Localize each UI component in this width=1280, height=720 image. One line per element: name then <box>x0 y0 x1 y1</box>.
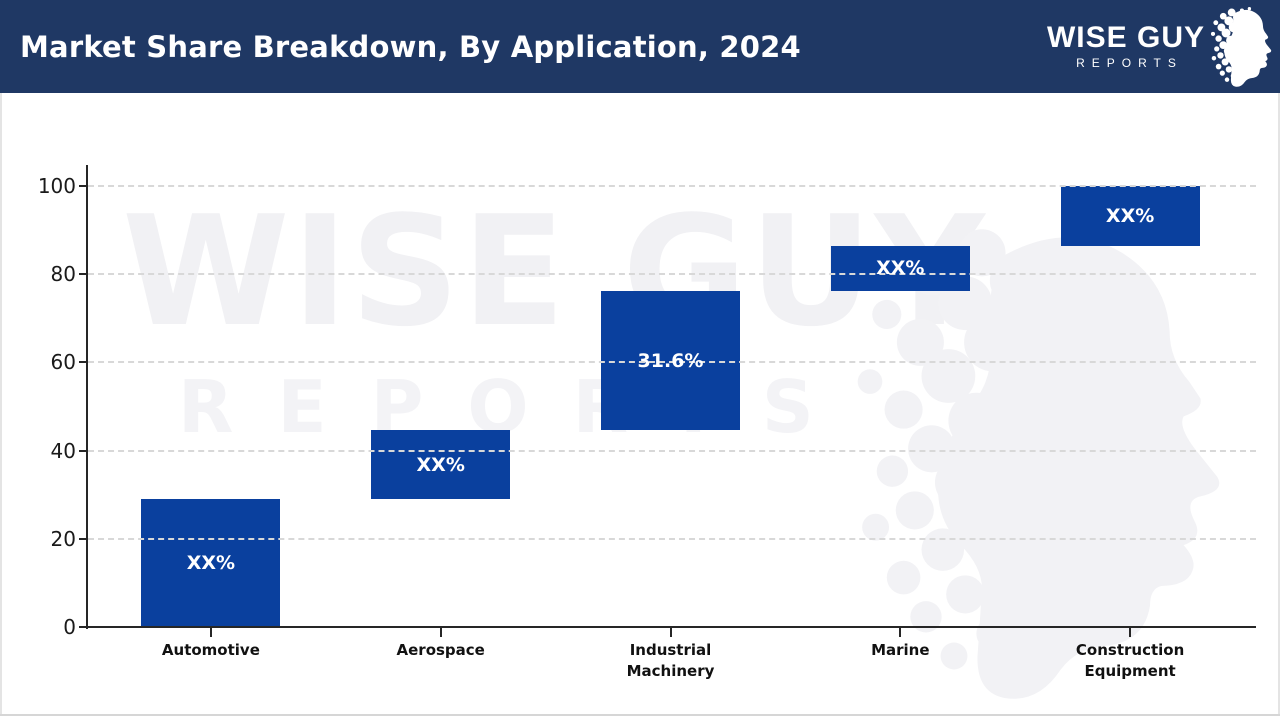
bar-construction-equipment <box>1060 186 1200 246</box>
logo-text: WISE GUY REPORTS <box>1046 21 1205 71</box>
y-axis-tick-label: 0 <box>63 615 76 639</box>
wise-guy-reports-logo: WISE GUY REPORTS <box>1047 5 1280 89</box>
x-category-label-aerospace: Aerospace <box>396 641 485 659</box>
gridline <box>88 449 1256 452</box>
page-title: Market Share Breakdown, By Application, … <box>20 29 801 64</box>
bar-industrial-machinery <box>601 290 740 431</box>
x-category-label-automotive: Automotive <box>161 641 260 659</box>
bar-value-label-industrial-machinery: 31.6% <box>637 349 704 372</box>
x-tick-mark <box>899 628 902 637</box>
y-tick-mark <box>79 361 88 364</box>
dotted-head-icon <box>1210 6 1272 87</box>
y-axis-tick-label: 40 <box>50 438 76 463</box>
bar-marine <box>830 245 970 291</box>
bar-value-label-construction-equipment: XX% <box>1105 204 1155 227</box>
y-axis-tick-label: 100 <box>37 174 76 198</box>
y-tick-mark <box>79 626 88 628</box>
gridline <box>88 537 1256 540</box>
x-tick-mark <box>439 628 442 637</box>
gridline <box>88 361 1256 364</box>
bar-value-label-aerospace: XX% <box>416 453 465 476</box>
x-tick-mark <box>209 628 212 637</box>
x-tick-mark <box>1129 628 1132 637</box>
watermark-brand-subtitle: REPORTS <box>178 365 858 449</box>
y-axis-tick-label: 20 <box>50 526 76 551</box>
frame-right-edge <box>1278 93 1280 714</box>
waterfall-chart: 0 20 40 60 80 100 XX% Automotive XX% Aerospace 31.… <box>0 93 1280 720</box>
x-tick-mark <box>669 628 672 637</box>
frame-left-edge <box>0 93 2 714</box>
header-bar: Market Share Breakdown, By Application, … <box>0 0 1280 93</box>
y-tick-mark <box>79 185 88 187</box>
y-axis-tick-label: 80 <box>50 262 76 287</box>
y-tick-mark <box>79 273 88 276</box>
gridline <box>88 185 1256 187</box>
logo-brand-subtitle: REPORTS <box>1076 56 1183 70</box>
y-tick-mark <box>79 449 88 452</box>
x-axis-line <box>86 626 1256 628</box>
x-category-label-industrial-machinery: Industrial Machinery <box>626 641 715 680</box>
gridline <box>88 273 1256 276</box>
y-axis-tick-label: 60 <box>50 350 76 375</box>
x-category-label-marine: Marine <box>871 641 930 659</box>
bar-automotive <box>141 499 281 627</box>
bar-value-label-automotive: XX% <box>186 552 236 575</box>
y-axis-line <box>86 165 88 629</box>
logo-brand-name: WISE GUY <box>1046 21 1205 54</box>
y-tick-mark <box>79 537 88 540</box>
frame-bottom-rule <box>0 714 1280 716</box>
x-category-label-construction-equipment: Construction Equipment <box>1075 641 1185 680</box>
bar-aerospace <box>371 430 511 500</box>
bar-value-label-marine: XX% <box>876 257 925 280</box>
